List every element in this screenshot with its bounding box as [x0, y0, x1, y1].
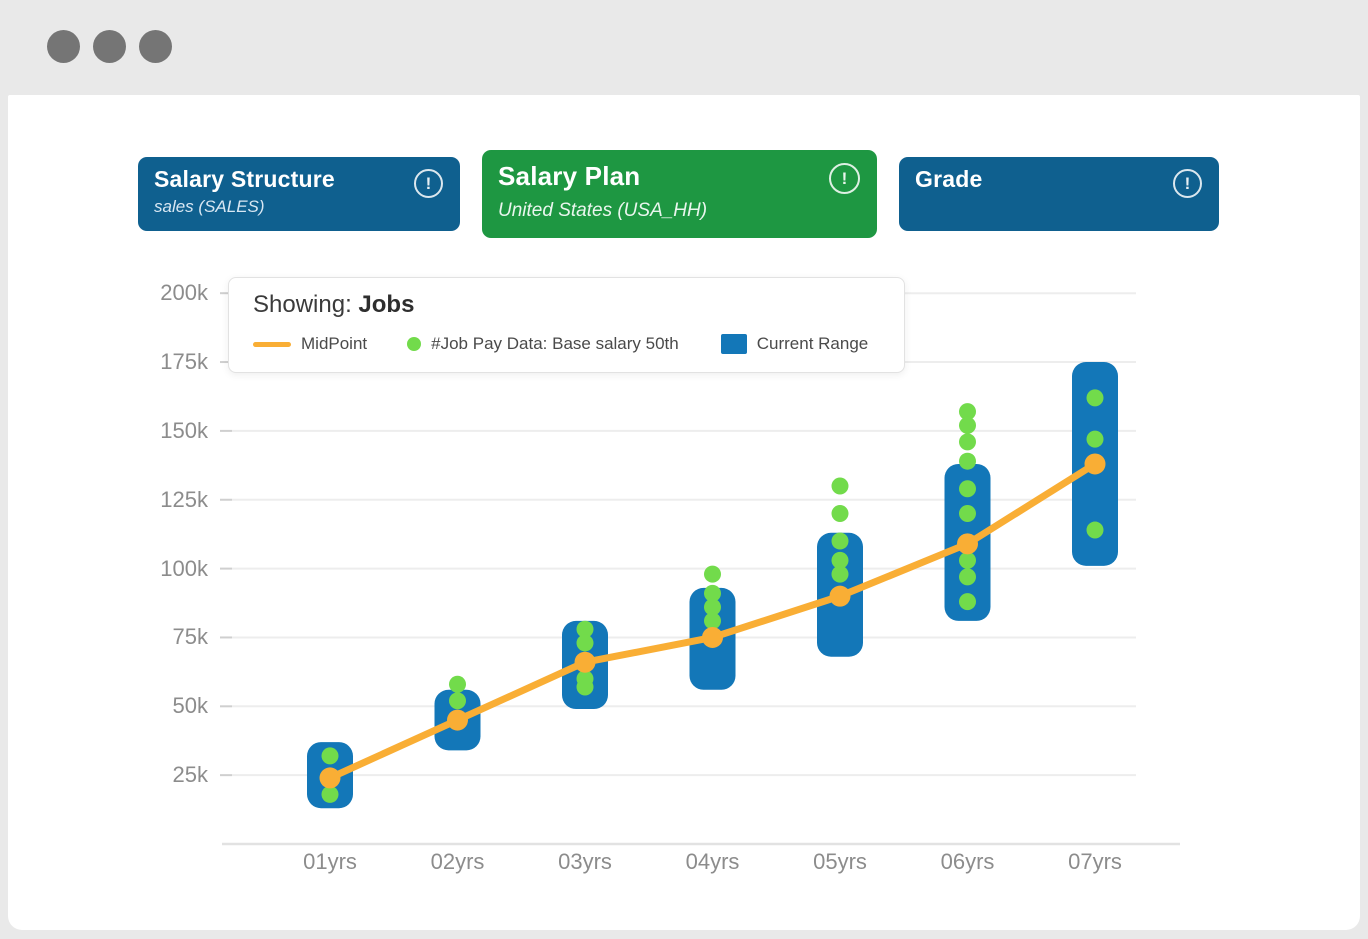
alert-icon[interactable]: !	[829, 163, 860, 194]
pay-data-dot-01yrs-32k[interactable]	[321, 747, 339, 765]
pay-data-dot-05yrs-110k[interactable]	[831, 532, 849, 550]
legend-label: Current Range	[756, 334, 869, 353]
midpoint-dot-03yrs[interactable]	[574, 651, 596, 673]
legend-label: #Job Pay Data: Base salary 50th	[431, 334, 679, 353]
pay-data-dot-swatch-icon	[407, 337, 422, 351]
pay-data-dot-06yrs-120k[interactable]	[959, 505, 976, 523]
chart-canvas	[220, 292, 1180, 846]
pay-data-dot-06yrs-103k[interactable]	[959, 551, 976, 569]
current-range-swatch-icon	[720, 334, 747, 354]
x-axis-label-04yrs: 04yrs	[685, 849, 740, 874]
pay-data-dot-03yrs-78k[interactable]	[576, 620, 594, 638]
pay-data-dot-05yrs-103k[interactable]	[831, 551, 849, 569]
midpoint-dot-06yrs[interactable]	[957, 533, 978, 555]
pay-data-dot-01yrs-18k[interactable]	[321, 785, 339, 803]
pay-data-dot-06yrs-97k[interactable]	[959, 568, 976, 586]
pay-data-dot-06yrs-129k[interactable]	[959, 480, 976, 498]
pay-data-dot-03yrs-57k[interactable]	[576, 678, 594, 696]
grade-title: Grade	[915, 166, 983, 192]
legend-label: MidPoint	[301, 334, 368, 353]
legend-item-current-range[interactable]: Current Range	[720, 334, 869, 354]
x-axis-label-01yrs: 01yrs	[303, 849, 357, 874]
x-axis-label-06yrs: 06yrs	[940, 849, 995, 874]
y-axis-label-75k: 75k	[172, 624, 208, 650]
x-axis-label-02yrs: 02yrs	[430, 849, 485, 874]
chart-legend-card: Showing: Jobs MidPoint #Job Pay Data: Ba…	[228, 277, 905, 373]
salary-chart	[220, 285, 1180, 846]
salary-structure-card[interactable]: Salary Structure sales (SALES) !	[138, 157, 460, 231]
window-control-dot-3[interactable]	[139, 30, 172, 63]
page-content: Salary Structure sales (SALES) ! Salary …	[8, 95, 1360, 930]
pay-data-dot-06yrs-152k[interactable]	[959, 416, 976, 434]
y-axis-label-25k: 25k	[172, 762, 208, 788]
midpoint-dot-02yrs[interactable]	[447, 709, 468, 731]
window-controls	[47, 30, 172, 63]
salary-plan-card[interactable]: Salary Plan United States (USA_HH) !	[482, 150, 877, 238]
pay-data-dot-04yrs-81k[interactable]	[704, 612, 721, 630]
window-control-dot-2[interactable]	[93, 30, 126, 63]
x-axis-label-07yrs: 07yrs	[1068, 849, 1122, 874]
pay-data-dot-04yrs-86k[interactable]	[704, 598, 721, 616]
pay-data-dot-06yrs-157k[interactable]	[959, 403, 976, 421]
midpoint-dot-05yrs[interactable]	[829, 585, 851, 607]
pay-data-dot-05yrs-98k[interactable]	[831, 565, 849, 583]
salary-structure-subtitle: sales (SALES)	[154, 197, 265, 216]
alert-icon[interactable]: !	[1173, 169, 1202, 198]
pay-data-dot-04yrs-98k[interactable]	[704, 565, 721, 583]
pay-data-dot-03yrs-73k[interactable]	[576, 634, 594, 652]
legend-items: MidPoint #Job Pay Data: Base salary 50th…	[253, 334, 904, 354]
pay-data-dot-06yrs-146k[interactable]	[959, 433, 976, 451]
midpoint-dot-01yrs[interactable]	[319, 767, 341, 789]
y-axis-label-200k: 200k	[160, 280, 208, 306]
showing-value: Jobs	[358, 291, 415, 318]
salary-structure-title: Salary Structure	[154, 166, 335, 192]
pay-data-dot-04yrs-91k[interactable]	[704, 584, 721, 602]
y-axis-label-175k: 175k	[160, 349, 208, 375]
alert-icon[interactable]: !	[414, 169, 443, 198]
y-axis-label-100k: 100k	[160, 555, 208, 581]
x-axis-label-03yrs: 03yrs	[558, 849, 612, 874]
pay-data-dot-06yrs-88k[interactable]	[959, 593, 976, 611]
pay-data-dot-06yrs-139k[interactable]	[959, 452, 976, 470]
pay-data-dot-02yrs-52k[interactable]	[449, 692, 466, 710]
pay-data-dot-07yrs-147k[interactable]	[1086, 430, 1104, 448]
grade-card[interactable]: Grade !	[899, 157, 1219, 231]
x-axis-label-05yrs: 05yrs	[813, 849, 867, 874]
pay-data-dot-02yrs-58k[interactable]	[449, 675, 466, 693]
showing-label: Showing:	[253, 291, 352, 318]
y-axis-label-150k: 150k	[160, 417, 208, 443]
midpoint-dot-07yrs[interactable]	[1084, 453, 1106, 475]
showing-text: Showing: Jobs	[253, 291, 904, 319]
legend-item-pay-data[interactable]: #Job Pay Data: Base salary 50th	[407, 334, 679, 354]
pay-data-dot-07yrs-114k[interactable]	[1086, 521, 1104, 539]
pay-data-dot-05yrs-120k[interactable]	[831, 505, 849, 523]
pay-data-dot-05yrs-130k[interactable]	[831, 477, 849, 495]
salary-plan-title: Salary Plan	[498, 161, 641, 191]
legend-item-midpoint[interactable]: MidPoint	[253, 334, 367, 354]
y-axis-label-50k: 50k	[172, 693, 208, 719]
pay-data-dot-07yrs-162k[interactable]	[1086, 389, 1104, 407]
y-axis-label-125k: 125k	[160, 486, 208, 512]
midpoint-dot-04yrs[interactable]	[702, 626, 723, 648]
midpoint-line-swatch-icon	[253, 341, 291, 347]
salary-plan-subtitle: United States (USA_HH)	[498, 200, 708, 221]
window-control-dot-1[interactable]	[47, 30, 80, 63]
